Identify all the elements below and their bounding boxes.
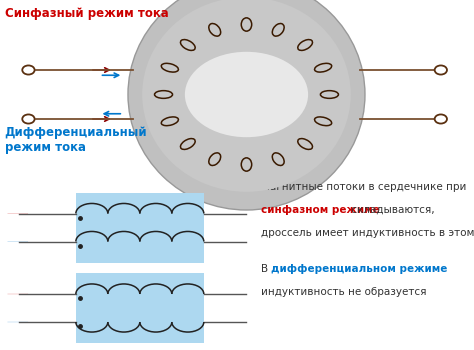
Ellipse shape	[298, 40, 312, 50]
Circle shape	[22, 65, 35, 75]
Text: складываются,: складываются,	[348, 205, 435, 215]
Ellipse shape	[298, 139, 312, 149]
Ellipse shape	[315, 63, 332, 72]
Ellipse shape	[142, 0, 351, 192]
Circle shape	[435, 65, 447, 75]
Ellipse shape	[241, 158, 252, 171]
Text: индуктивность не образуется: индуктивность не образуется	[261, 287, 426, 297]
Text: синфазном режиме: синфазном режиме	[261, 205, 380, 215]
Ellipse shape	[128, 0, 365, 210]
Ellipse shape	[185, 52, 308, 137]
Ellipse shape	[199, 70, 294, 119]
Ellipse shape	[181, 139, 195, 149]
Ellipse shape	[241, 18, 252, 31]
Ellipse shape	[161, 117, 178, 126]
Ellipse shape	[315, 117, 332, 126]
Ellipse shape	[161, 63, 178, 72]
Text: дроссель имеет индуктивность в этом режиме: дроссель имеет индуктивность в этом режи…	[261, 228, 474, 238]
Text: В: В	[261, 264, 271, 274]
Ellipse shape	[272, 23, 284, 36]
Circle shape	[22, 114, 35, 124]
Ellipse shape	[209, 153, 221, 166]
Ellipse shape	[181, 40, 195, 50]
Ellipse shape	[272, 153, 284, 166]
Ellipse shape	[155, 91, 173, 98]
FancyBboxPatch shape	[76, 193, 204, 262]
Circle shape	[435, 114, 447, 124]
FancyBboxPatch shape	[76, 273, 204, 343]
Text: Дифференциальный
режим тока: Дифференциальный режим тока	[5, 126, 147, 154]
Text: Магнитные потоки в сердечнике при: Магнитные потоки в сердечнике при	[261, 182, 466, 192]
Text: дифференциальном режиме: дифференциальном режиме	[271, 264, 447, 274]
Ellipse shape	[209, 23, 221, 36]
Ellipse shape	[320, 91, 338, 98]
Text: Синфазный режим тока: Синфазный режим тока	[5, 7, 168, 20]
